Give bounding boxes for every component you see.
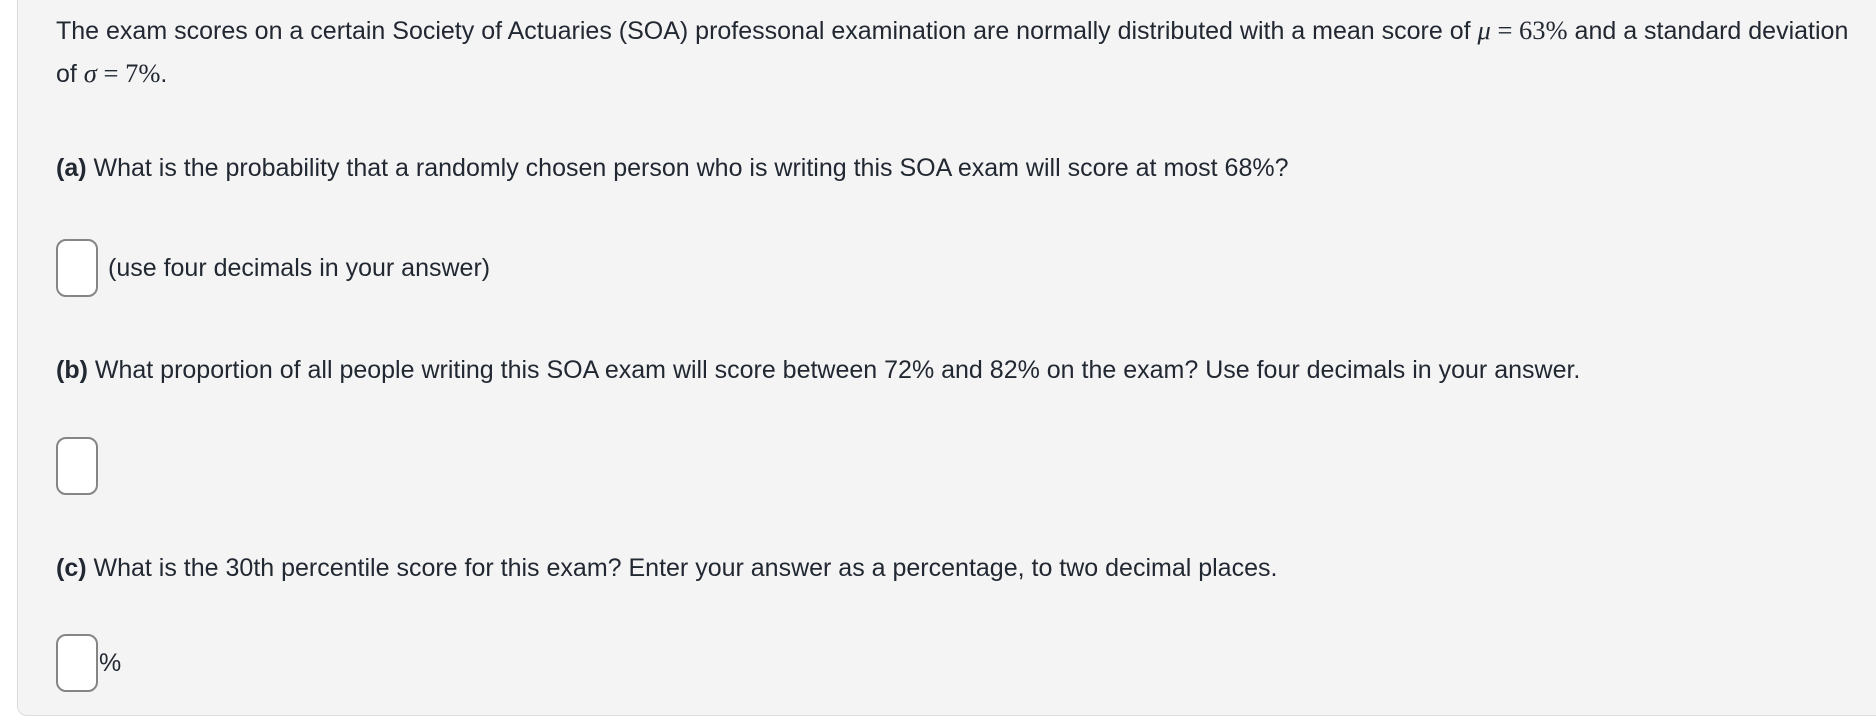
question-b-label: (b): [56, 356, 88, 384]
answer-row-c: %: [56, 634, 1856, 692]
answer-row-b: [56, 437, 1856, 495]
question-card: The exam scores on a certain Society of …: [17, 0, 1876, 716]
intro-text-2: and a standard deviation of: [56, 17, 1849, 88]
answer-input-c[interactable]: [56, 634, 98, 692]
sigma-symbol: σ: [83, 58, 97, 88]
mu-symbol: μ: [1477, 15, 1491, 45]
answer-input-a[interactable]: [56, 239, 98, 297]
question-b-text: What proportion of all people writing th…: [94, 356, 1581, 384]
mu-equation: μ = 63%: [1478, 15, 1568, 45]
question-c-label: (c): [56, 554, 87, 582]
answer-hint-a: (use four decimals in your answer): [108, 254, 491, 282]
question-a-text: What is the probability that a randomly …: [93, 154, 1289, 182]
answer-row-a: (use four decimals in your answer): [56, 239, 1856, 297]
question-b-line: (b) What proportion of all people writin…: [56, 349, 1856, 391]
sigma-equation: σ = 7%: [84, 58, 161, 88]
answer-input-b[interactable]: [56, 437, 98, 495]
mu-relation: =: [1490, 15, 1520, 45]
intro-paragraph: The exam scores on a certain Society of …: [56, 9, 1856, 95]
question-a-label: (a): [56, 154, 87, 182]
percent-suffix: %: [99, 649, 122, 677]
sigma-relation: =: [96, 58, 126, 88]
sigma-value: 7%: [125, 58, 161, 88]
intro-text-3: .: [160, 60, 168, 88]
question-card-content: The exam scores on a certain Society of …: [56, 9, 1856, 692]
question-c-text: What is the 30th percentile score for th…: [93, 554, 1278, 582]
intro-text-1: The exam scores on a certain Society of …: [56, 17, 1478, 45]
question-a-line: (a) What is the probability that a rando…: [56, 147, 1856, 189]
mu-value: 63%: [1519, 15, 1568, 45]
question-c-line: (c) What is the 30th percentile score fo…: [56, 547, 1856, 589]
